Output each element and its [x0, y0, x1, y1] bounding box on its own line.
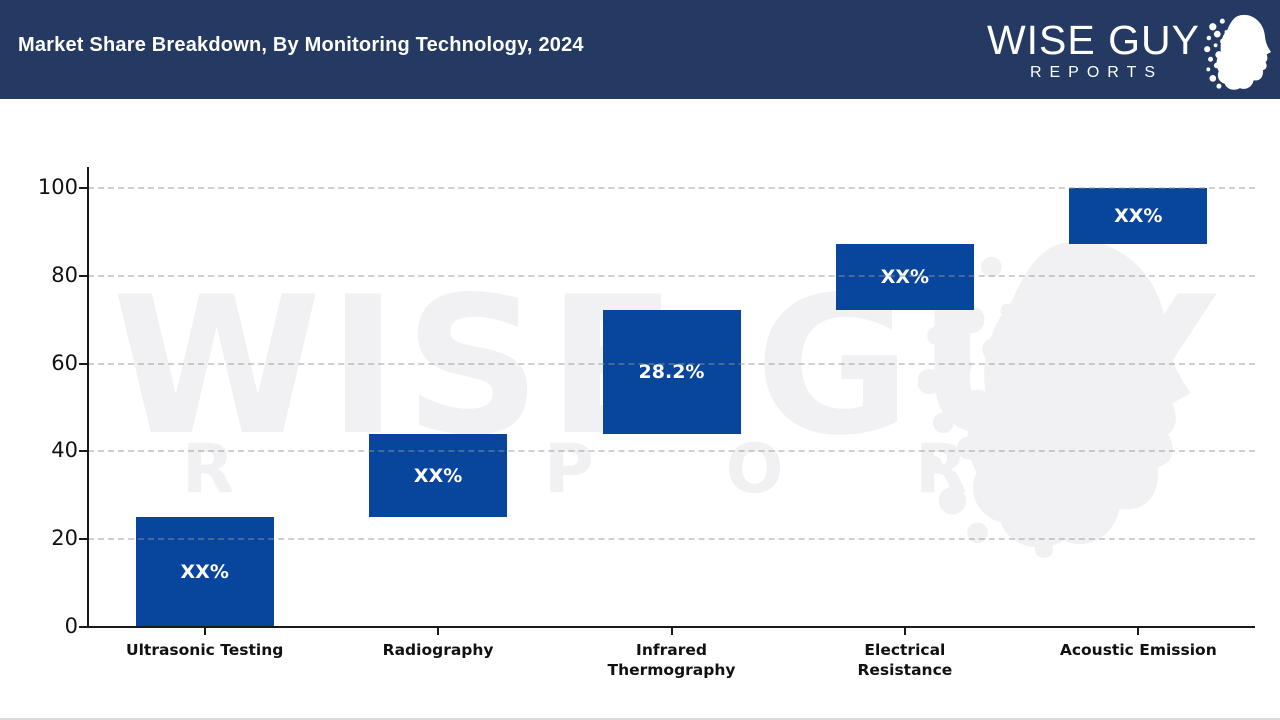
x-tick-mark	[670, 628, 673, 635]
logo-text: WISE GUY REPORTS	[987, 20, 1200, 82]
x-axis-line	[82, 626, 1255, 628]
y-tick-label: 20	[51, 526, 78, 551]
bar-value-label: XX%	[180, 561, 229, 584]
logo-head-icon	[1204, 14, 1272, 90]
bar-electrical-resistance: XX%	[835, 244, 974, 311]
x-tick-mark	[903, 628, 906, 635]
y-tick-mark	[79, 274, 87, 277]
x-category-label: Acoustic Emission	[1059, 641, 1217, 659]
y-tick-mark	[79, 362, 87, 365]
wise-guy-reports-logo: WISE GUY REPORTS	[987, 6, 1272, 96]
y-tick-label: 60	[51, 350, 78, 375]
x-tick-mark	[1137, 628, 1140, 635]
logo-reports-label: REPORTS	[1029, 64, 1164, 81]
x-category-label: Infrared Thermography	[607, 641, 736, 680]
watermark-reports-text: R E P O R T S	[182, 430, 1280, 509]
y-tick-mark	[79, 450, 87, 453]
gridline-100	[88, 187, 1255, 189]
bar-radiography: XX%	[369, 433, 508, 518]
y-tick-label: 40	[51, 438, 78, 463]
title-banner: Market Share Breakdown, By Monitoring Te…	[0, 0, 1280, 99]
bar-infrared-thermography: 28.2%	[602, 310, 741, 434]
gridline-20	[88, 538, 1255, 541]
bar-value-label: XX%	[1114, 205, 1163, 228]
page-title: Market Share Breakdown, By Monitoring Te…	[18, 34, 584, 56]
x-category-label: Ultrasonic Testing	[126, 641, 284, 659]
bar-acoustic-emission: XX%	[1069, 188, 1208, 245]
gridline-40	[88, 450, 1255, 453]
bar-value-label: 28.2%	[638, 360, 705, 383]
gridline-60	[88, 362, 1255, 365]
y-tick-label: 80	[51, 262, 78, 287]
bar-value-label: XX%	[880, 266, 930, 289]
y-axis-line	[87, 167, 89, 628]
gridline-80	[88, 274, 1255, 277]
bar-value-label: XX%	[413, 464, 463, 487]
logo-wiseguy-label: WISE GUY	[986, 17, 1200, 63]
bar-ultrasonic-testing: XX%	[135, 517, 274, 627]
y-tick-mark	[79, 187, 87, 189]
x-category-label: Electrical Resistance	[857, 641, 953, 680]
y-tick-mark	[79, 538, 87, 541]
y-tick-label: 100	[37, 175, 78, 199]
x-tick-mark	[437, 628, 440, 635]
x-tick-mark	[203, 628, 206, 635]
y-tick-label: 0	[64, 614, 78, 638]
x-category-label: Radiography	[382, 641, 494, 659]
